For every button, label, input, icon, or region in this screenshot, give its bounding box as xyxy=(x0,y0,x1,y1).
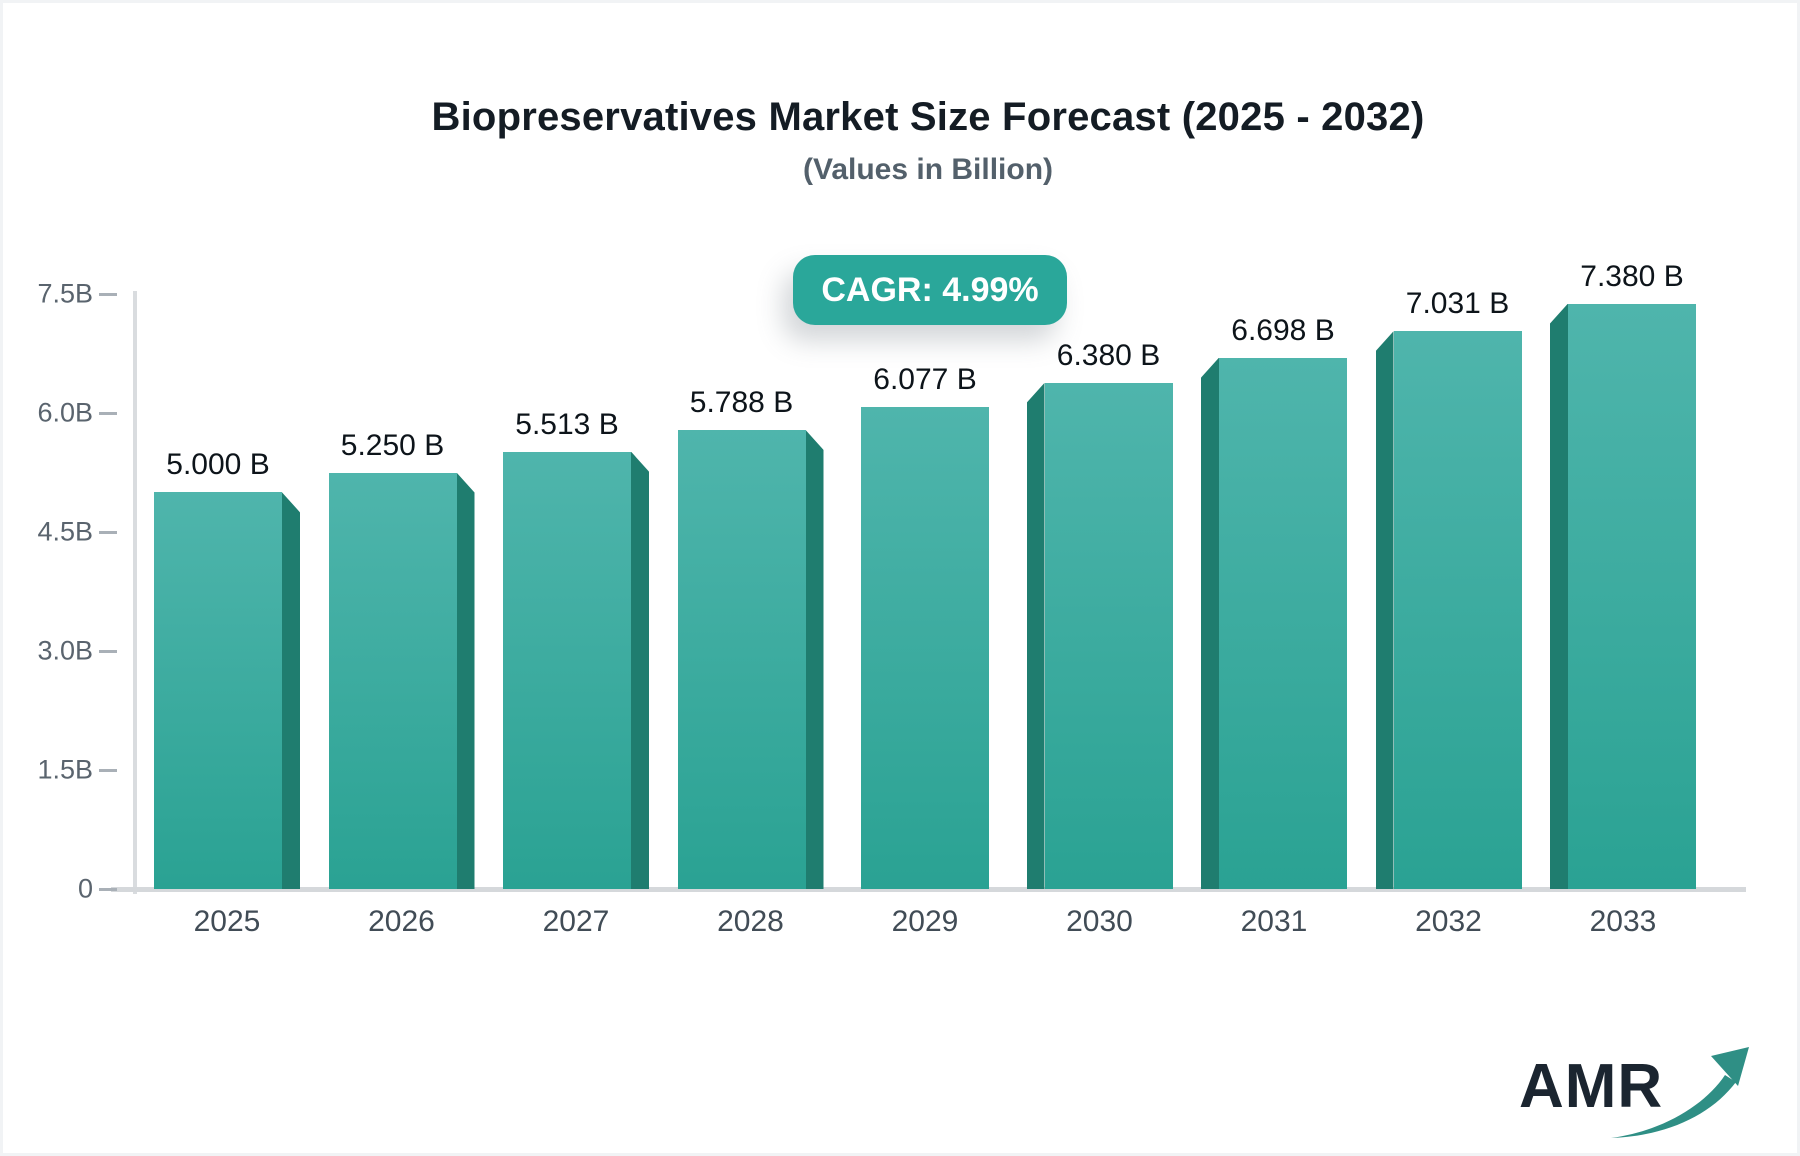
x-axis-label: 2029 xyxy=(891,905,959,938)
y-axis-label: 3.0B xyxy=(37,635,93,666)
y-axis-label: 1.5B xyxy=(37,754,93,785)
bar-value-label: 6.698 B xyxy=(1231,313,1335,347)
bar-value-label: 6.077 B xyxy=(873,362,977,396)
amr-logo: AMR xyxy=(1519,1045,1749,1145)
x-axis-label: 2027 xyxy=(542,905,610,938)
bar-value-label: 5.250 B xyxy=(340,428,445,462)
y-axis-tick xyxy=(99,412,117,415)
bar-side-face-2033 xyxy=(1550,303,1568,889)
bar-2026[interactable] xyxy=(328,472,457,889)
x-axis-label: 2025 xyxy=(193,905,261,938)
x-axis-label: 2032 xyxy=(1415,905,1482,938)
bar-side-face-2032 xyxy=(1375,331,1394,889)
y-axis-tick xyxy=(99,769,117,772)
x-axis-label: 2030 xyxy=(1066,905,1133,938)
bar-2027[interactable] xyxy=(503,451,631,889)
bar-value-label: 7.031 B xyxy=(1405,287,1510,321)
bar-2033[interactable] xyxy=(1568,303,1696,889)
x-axis-label: 2026 xyxy=(368,905,435,938)
chart-title: Biopreservatives Market Size Forecast (2… xyxy=(431,95,1425,139)
chart-subtitle: (Values in Billion) xyxy=(802,153,1054,186)
bar-side-face-2025 xyxy=(282,492,300,889)
cagr-badge-label: CAGR: 4.99% xyxy=(821,270,1039,309)
bar-2029[interactable] xyxy=(861,406,989,889)
bar-side-face-2030 xyxy=(1026,382,1045,889)
bar-value-label: 5.000 B xyxy=(166,448,270,482)
bar-2030[interactable] xyxy=(1044,382,1173,889)
bar-2031[interactable] xyxy=(1219,357,1347,889)
growth-arrow-icon xyxy=(1611,1047,1749,1138)
bar-2025[interactable] xyxy=(154,492,282,889)
y-axis-tick xyxy=(99,888,117,891)
bar-2028[interactable] xyxy=(677,429,806,889)
y-axis-tick xyxy=(99,650,117,653)
y-axis-label: 0 xyxy=(77,873,93,904)
bar-value-label: 5.513 B xyxy=(515,407,619,441)
chart-card: Biopreservatives Market Size Forecast (2… xyxy=(3,3,1797,1153)
y-axis-tick xyxy=(99,293,117,296)
bar-2032[interactable] xyxy=(1393,331,1522,889)
bar-value-label: 6.380 B xyxy=(1056,338,1161,372)
bar-side-face-2031 xyxy=(1201,357,1219,889)
y-axis-label: 7.5B xyxy=(37,278,93,309)
bar-side-face-2026 xyxy=(456,472,475,889)
bar-value-label: 5.788 B xyxy=(689,385,794,419)
x-axis-label: 2033 xyxy=(1589,905,1657,938)
x-axis-baseline xyxy=(111,887,1746,892)
y-axis-tick xyxy=(99,531,117,534)
cagr-badge: CAGR: 4.99% xyxy=(793,255,1067,325)
x-axis-label: 2028 xyxy=(717,905,784,938)
y-axis-line xyxy=(133,291,137,894)
bar-value-label: 7.380 B xyxy=(1580,259,1684,293)
bar-side-face-2028 xyxy=(805,429,824,889)
x-axis-label: 2031 xyxy=(1240,905,1308,938)
bar-side-face-2027 xyxy=(631,451,649,889)
y-axis-label: 4.5B xyxy=(37,516,93,547)
amr-logo-text: AMR xyxy=(1519,1052,1664,1121)
y-axis-label: 6.0B xyxy=(37,397,93,428)
